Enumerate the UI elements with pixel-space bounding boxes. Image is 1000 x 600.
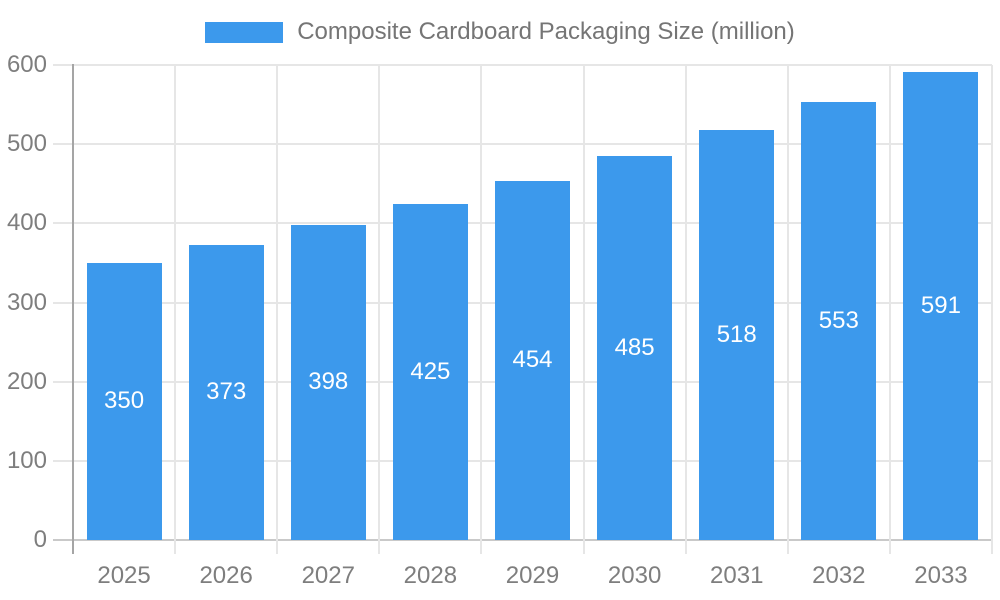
x-tick-label: 2026 <box>199 562 253 589</box>
x-tick-label: 2032 <box>812 562 866 589</box>
x-tick-label: 2027 <box>301 562 355 589</box>
y-tick-label: 300 <box>6 288 47 316</box>
x-gridline <box>684 65 687 554</box>
x-gridline <box>276 65 279 554</box>
legend-label: Composite Cardboard Packaging Size (mill… <box>297 18 795 46</box>
bar-value-label: 591 <box>920 292 961 320</box>
bar-2028[interactable]: 425 <box>392 203 468 540</box>
y-gridline <box>53 64 992 66</box>
x-tick-label: 2028 <box>403 562 458 589</box>
bar-value-label: 425 <box>410 357 451 385</box>
legend-item[interactable]: Composite Cardboard Packaging Size (mill… <box>0 11 1000 54</box>
x-tick-label: 2029 <box>505 562 560 589</box>
bar-2033[interactable]: 591 <box>903 72 979 540</box>
y-tick-label: 600 <box>6 51 47 78</box>
bar-value-label: 350 <box>104 387 145 415</box>
x-gridline <box>786 65 789 554</box>
x-gridline <box>582 65 585 554</box>
bar-2029[interactable]: 454 <box>495 180 570 540</box>
x-gridline <box>888 65 891 554</box>
y-axis-line <box>72 64 74 554</box>
bar-value-label: 454 <box>512 346 553 374</box>
y-tick-label: 200 <box>6 367 47 395</box>
bar-2032[interactable]: 553 <box>801 102 877 540</box>
bar-value-label: 373 <box>206 378 247 406</box>
bar-2026[interactable]: 373 <box>188 244 264 540</box>
x-tick-label: 2031 <box>710 562 764 589</box>
x-axis-line <box>53 539 992 541</box>
bar-2030[interactable]: 485 <box>597 156 673 540</box>
bar-value-label: 485 <box>614 334 655 361</box>
y-gridline <box>53 143 992 146</box>
x-gridline <box>991 65 993 554</box>
legend-swatch <box>205 22 284 43</box>
y-tick-label: 500 <box>6 130 47 158</box>
y-tick-label: 100 <box>6 446 47 474</box>
bar-value-label: 518 <box>716 320 757 348</box>
x-tick-label: 2025 <box>97 562 151 589</box>
bar-2031[interactable]: 518 <box>699 129 775 540</box>
bar-value-label: 553 <box>818 307 859 335</box>
x-gridline <box>480 65 483 554</box>
x-tick-label: 2033 <box>914 562 968 589</box>
bar-value-label: 398 <box>308 368 349 396</box>
x-gridline <box>378 65 381 554</box>
x-gridline <box>174 65 177 554</box>
x-tick-label: 2030 <box>607 562 662 589</box>
bar-2027[interactable]: 398 <box>290 224 366 540</box>
bar-2025[interactable]: 350 <box>86 262 162 540</box>
y-tick-label: 400 <box>6 209 47 237</box>
y-tick-label: 0 <box>33 526 47 553</box>
